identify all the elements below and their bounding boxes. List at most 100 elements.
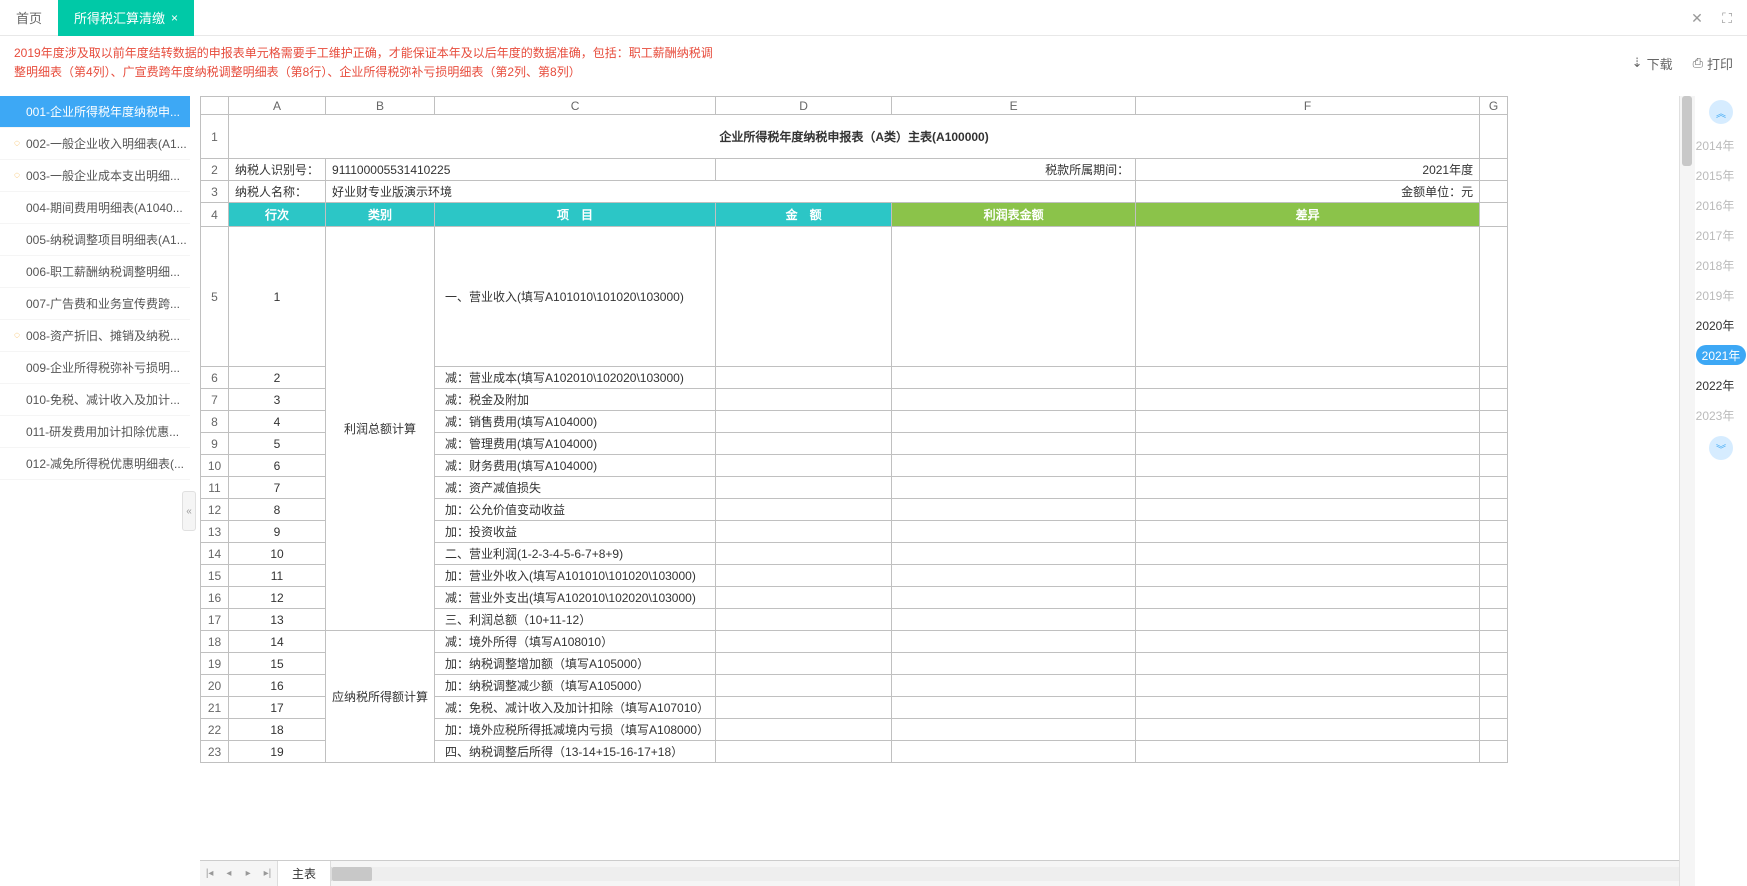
row-number[interactable]: 19 — [229, 741, 326, 763]
sidebar-item-012[interactable]: ◌012-减免所得税优惠明细表(... — [0, 448, 190, 480]
diff-cell[interactable] — [1136, 389, 1480, 411]
diff-cell[interactable] — [1136, 543, 1480, 565]
profit-cell[interactable] — [892, 499, 1136, 521]
amount-cell[interactable] — [716, 411, 892, 433]
tab-home[interactable]: 首页 — [0, 0, 58, 36]
profit-cell[interactable] — [892, 521, 1136, 543]
sidebar-item-007[interactable]: ◌007-广告费和业务宣传费跨... — [0, 288, 190, 320]
taxpayer-id-label[interactable]: 纳税人识别号： — [229, 159, 326, 181]
profit-cell[interactable] — [892, 455, 1136, 477]
category-cell[interactable]: 应纳税所得额计算 — [326, 631, 435, 763]
period-value[interactable]: 2021年度 — [1136, 159, 1480, 181]
sidebar-item-002[interactable]: ◌002-一般企业收入明细表(A1... — [0, 128, 190, 160]
row-number[interactable]: 1 — [229, 227, 326, 367]
sidebar-item-008[interactable]: ◌008-资产折旧、摊销及纳税... — [0, 320, 190, 352]
item-cell[interactable]: 加：营业外收入(填写A101010\101020\103000) — [435, 565, 716, 587]
col-header-amount[interactable]: 金 额 — [716, 203, 892, 227]
sidebar-item-004[interactable]: ◌004-期间费用明细表(A1040... — [0, 192, 190, 224]
item-cell[interactable]: 减：财务费用(填写A104000) — [435, 455, 716, 477]
sheet-nav-next-icon[interactable]: ▸ — [239, 861, 258, 886]
profit-cell[interactable] — [892, 741, 1136, 763]
taxpayer-name-label[interactable]: 纳税人名称： — [229, 181, 326, 203]
row-number[interactable]: 12 — [229, 587, 326, 609]
diff-cell[interactable] — [1136, 609, 1480, 631]
amount-cell[interactable] — [716, 543, 892, 565]
amount-cell[interactable] — [716, 565, 892, 587]
diff-cell[interactable] — [1136, 433, 1480, 455]
tab-active[interactable]: 所得税汇算清缴 × — [58, 0, 194, 36]
amount-cell[interactable] — [716, 741, 892, 763]
profit-cell[interactable] — [892, 697, 1136, 719]
diff-cell[interactable] — [1136, 367, 1480, 389]
item-cell[interactable]: 一、营业收入(填写A101010\101020\103000) — [435, 227, 716, 367]
profit-cell[interactable] — [892, 675, 1136, 697]
profit-cell[interactable] — [892, 631, 1136, 653]
profit-cell[interactable] — [892, 389, 1136, 411]
sidebar-item-010[interactable]: ◌010-免税、减计收入及加计... — [0, 384, 190, 416]
row-number[interactable]: 18 — [229, 719, 326, 741]
item-cell[interactable]: 减：税金及附加 — [435, 389, 716, 411]
amount-cell[interactable] — [716, 389, 892, 411]
period-label[interactable]: 税款所属期间： — [716, 159, 1136, 181]
amount-cell[interactable] — [716, 433, 892, 455]
amount-cell[interactable] — [716, 477, 892, 499]
year-item-2022年[interactable]: 2022年 — [1696, 370, 1747, 400]
item-cell[interactable]: 减：销售费用(填写A104000) — [435, 411, 716, 433]
item-cell[interactable]: 四、纳税调整后所得（13-14+15-16-17+18） — [435, 741, 716, 763]
col-header-category[interactable]: 类别 — [326, 203, 435, 227]
amount-cell[interactable] — [716, 499, 892, 521]
row-number[interactable]: 15 — [229, 653, 326, 675]
item-cell[interactable]: 三、利润总额（10+11-12） — [435, 609, 716, 631]
sidebar-item-003[interactable]: ◌003-一般企业成本支出明细... — [0, 160, 190, 192]
profit-cell[interactable] — [892, 609, 1136, 631]
item-cell[interactable]: 加：境外应税所得抵减境内亏损（填写A108000） — [435, 719, 716, 741]
item-cell[interactable]: 减：免税、减计收入及加计扣除（填写A107010） — [435, 697, 716, 719]
item-cell[interactable]: 减：营业外支出(填写A102010\102020\103000) — [435, 587, 716, 609]
row-number[interactable]: 14 — [229, 631, 326, 653]
sidebar-collapse-handle[interactable]: « — [182, 491, 196, 531]
col-header-rowNo[interactable]: 行次 — [229, 203, 326, 227]
category-cell[interactable]: 利润总额计算 — [326, 227, 435, 631]
col-header-item[interactable]: 项 目 — [435, 203, 716, 227]
profit-cell[interactable] — [892, 367, 1136, 389]
row-number[interactable]: 9 — [229, 521, 326, 543]
spreadsheet-viewport[interactable]: ABCDEFG1企业所得税年度纳税申报表（A类）主表(A100000)2纳税人识… — [200, 96, 1679, 860]
sidebar-item-005[interactable]: ◌005-纳税调整项目明细表(A1... — [0, 224, 190, 256]
amount-cell[interactable] — [716, 227, 892, 367]
amount-cell[interactable] — [716, 697, 892, 719]
vertical-scrollbar[interactable] — [1679, 96, 1695, 886]
row-number[interactable]: 4 — [229, 411, 326, 433]
sidebar-item-006[interactable]: ◌006-职工薪酬纳税调整明细... — [0, 256, 190, 288]
item-cell[interactable]: 减：营业成本(填写A102010\102020\103000) — [435, 367, 716, 389]
diff-cell[interactable] — [1136, 499, 1480, 521]
profit-cell[interactable] — [892, 565, 1136, 587]
item-cell[interactable]: 减：境外所得（填写A108010） — [435, 631, 716, 653]
diff-cell[interactable] — [1136, 741, 1480, 763]
item-cell[interactable]: 加：纳税调整增加额（填写A105000） — [435, 653, 716, 675]
row-number[interactable]: 16 — [229, 675, 326, 697]
profit-cell[interactable] — [892, 543, 1136, 565]
row-number[interactable]: 17 — [229, 697, 326, 719]
profit-cell[interactable] — [892, 433, 1136, 455]
close-icon[interactable]: × — [171, 11, 178, 25]
diff-cell[interactable] — [1136, 631, 1480, 653]
amount-cell[interactable] — [716, 367, 892, 389]
profit-cell[interactable] — [892, 653, 1136, 675]
collapse-down-icon[interactable]: ︾ — [1709, 436, 1733, 460]
col-header-diff[interactable]: 差异 — [1136, 203, 1480, 227]
amount-cell[interactable] — [716, 653, 892, 675]
sidebar-item-011[interactable]: ◌011-研发费用加计扣除优惠... — [0, 416, 190, 448]
sheet-nav-first-icon[interactable]: |◂ — [200, 861, 219, 886]
row-number[interactable]: 13 — [229, 609, 326, 631]
taxpayer-id-value[interactable]: 911100005531410225 — [326, 159, 716, 181]
sheet-nav-prev-icon[interactable]: ◂ — [219, 861, 238, 886]
item-cell[interactable]: 加：纳税调整减少额（填写A105000） — [435, 675, 716, 697]
sheet-title[interactable]: 企业所得税年度纳税申报表（A类）主表(A100000) — [229, 115, 1480, 159]
amount-cell[interactable] — [716, 719, 892, 741]
row-number[interactable]: 7 — [229, 477, 326, 499]
hscroll-thumb[interactable] — [332, 867, 372, 881]
sheet-tab-main[interactable]: 主表 — [278, 861, 331, 886]
profit-cell[interactable] — [892, 719, 1136, 741]
taxpayer-name-value[interactable]: 好业财专业版演示环境 — [326, 181, 1136, 203]
diff-cell[interactable] — [1136, 587, 1480, 609]
